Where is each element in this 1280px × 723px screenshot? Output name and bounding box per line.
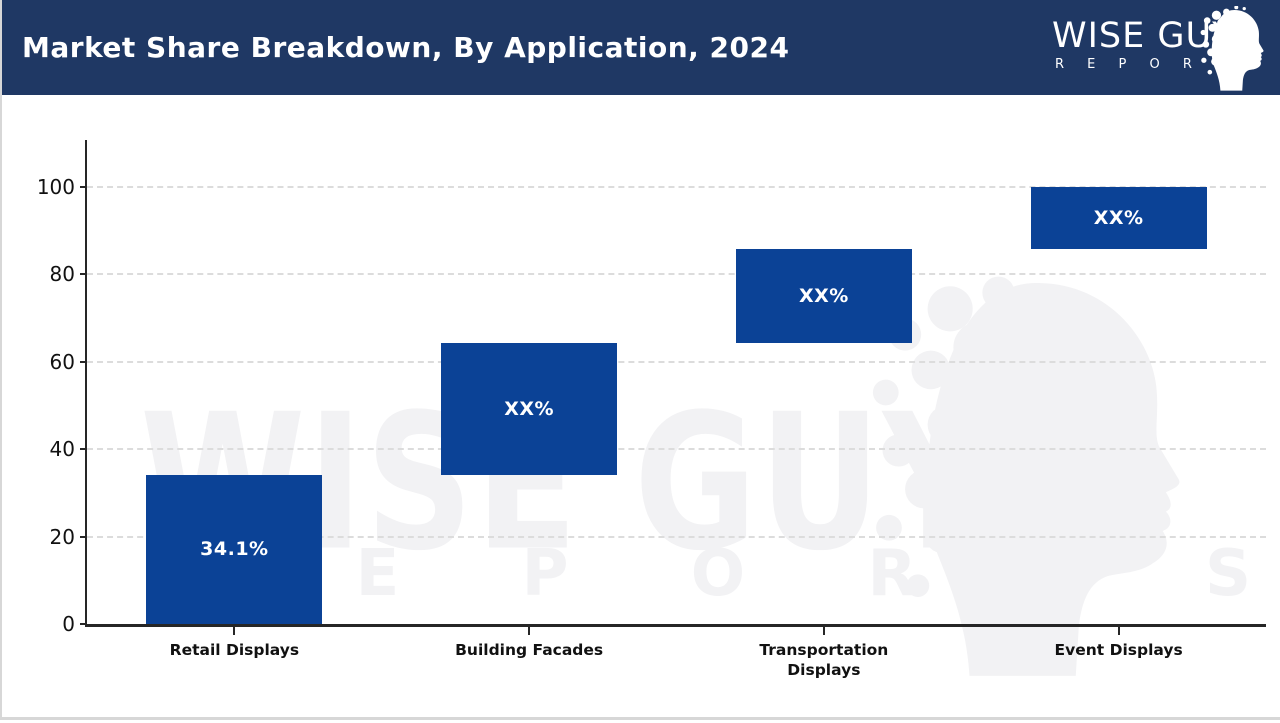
- x-category-label: Building Facades: [455, 641, 604, 659]
- y-tick-label: 100: [36, 175, 75, 199]
- y-gridline: [87, 535, 1266, 538]
- y-tick-mark: [80, 623, 87, 625]
- y-tick-label: 0: [62, 612, 75, 636]
- y-tick-mark: [80, 273, 87, 276]
- bar: XX%: [441, 343, 618, 475]
- y-tick-mark: [80, 360, 87, 363]
- y-axis-line: [85, 140, 87, 626]
- y-tick-label: 80: [49, 262, 75, 287]
- x-tick-mark: [1117, 627, 1120, 635]
- y-tick-label: 20: [49, 524, 75, 549]
- y-tick-label: 40: [49, 437, 75, 462]
- bar: XX%: [735, 249, 912, 343]
- page-title: Market Share Breakdown, By Application, …: [22, 31, 790, 64]
- bar: 34.1%: [146, 474, 323, 624]
- y-gridline: [87, 448, 1266, 451]
- logo-text: WISE GUY R E P O R T S: [1052, 18, 1264, 72]
- bar: XX%: [1030, 187, 1207, 250]
- x-tick-mark: [528, 627, 531, 635]
- x-category-label: Event Displays: [1054, 641, 1183, 659]
- y-tick-mark: [80, 448, 87, 451]
- wise-guy-logo: WISE GUY R E P O R T S: [1022, 4, 1272, 92]
- chart-area: WISE GUY R E P O R T S 0 20 40 60 80 100 34.1%…: [2, 95, 1280, 717]
- bar-value-label: XX%: [1093, 207, 1144, 230]
- header-bar: Market Share Breakdown, By Application, …: [2, 0, 1280, 95]
- y-tick-label: 60: [49, 349, 75, 374]
- x-category-label: Transportation Displays: [759, 641, 889, 679]
- y-tick-mark: [80, 186, 87, 188]
- logo-wordmark: WISE GUY: [1052, 16, 1235, 56]
- x-axis-line: [85, 624, 1266, 627]
- bar-value-label: XX%: [798, 285, 849, 308]
- x-tick-mark: [233, 627, 236, 635]
- y-gridline: [87, 273, 1266, 276]
- x-category-label: Retail Displays: [169, 641, 300, 659]
- y-gridline: [87, 360, 1266, 363]
- bar-value-label: XX%: [504, 397, 555, 420]
- y-tick-mark: [80, 535, 87, 538]
- dotted-head-profile-icon: [1200, 6, 1264, 91]
- y-gridline: [87, 186, 1266, 188]
- bar-value-label: 34.1%: [200, 538, 269, 561]
- x-tick-mark: [822, 627, 825, 635]
